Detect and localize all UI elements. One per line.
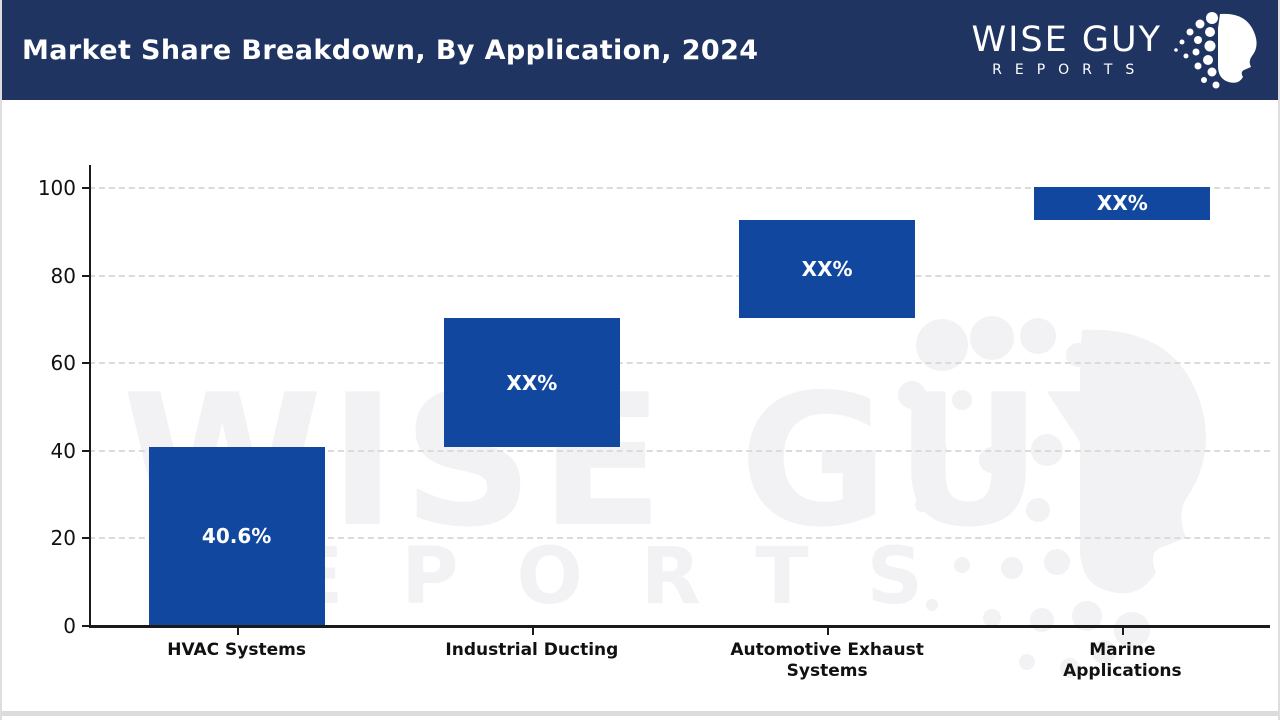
y-tick-80	[82, 274, 89, 277]
y-tick-0	[82, 625, 89, 627]
gridline-y20	[89, 537, 1270, 540]
y-tick-20	[82, 537, 89, 540]
y-tick-label-0: 0	[63, 614, 76, 638]
y-tick-label-80: 80	[50, 263, 76, 288]
bottom-border-strip	[2, 711, 1278, 716]
chart-canvas: WISE GUY REPORTS 0 20 40 60 80 100 40.6% XX% XX%…	[2, 100, 1278, 716]
bar-industrial-ducting: XX%	[443, 318, 620, 448]
x-category-label-1: HVAC Systems	[167, 640, 306, 660]
x-axis-line	[89, 625, 1270, 628]
x-tick-1	[236, 628, 239, 635]
brand-name: WISE GUY	[971, 20, 1162, 60]
gridline-y40	[89, 449, 1270, 452]
bar-value-label: XX%	[1096, 191, 1148, 216]
y-tick-label-20: 20	[50, 526, 76, 551]
dotted-face-logo-icon	[1174, 12, 1257, 89]
page-title: Market Share Breakdown, By Application, …	[22, 34, 759, 66]
y-axis-line	[89, 165, 91, 627]
x-category-label-3: Automotive Exhaust Systems	[730, 640, 924, 682]
gridline-y60	[89, 362, 1270, 365]
x-category-label-4: Marine Applications	[1063, 640, 1182, 682]
y-tick-100	[82, 187, 89, 189]
brand-logo-text: WISE GUY REPORTS	[971, 20, 1162, 78]
bar-value-label: 40.6%	[201, 524, 272, 549]
bar-value-label: XX%	[801, 257, 853, 282]
bar-value-label: XX%	[506, 370, 558, 395]
y-tick-label-100: 100	[37, 176, 76, 200]
y-tick-40	[82, 449, 89, 452]
gridline-y80	[89, 274, 1270, 277]
x-category-label-2: Industrial Ducting	[445, 640, 619, 660]
watermark-dotted-face	[897, 316, 1206, 678]
bar-hvac-systems: 40.6%	[148, 447, 325, 625]
x-tick-3	[827, 628, 830, 635]
bar-automotive-exhaust-systems: XX%	[739, 219, 916, 319]
brand-subname: REPORTS	[992, 62, 1148, 78]
x-tick-4	[1122, 628, 1125, 635]
x-tick-2	[531, 628, 534, 635]
header-band: Market Share Breakdown, By Application, …	[2, 0, 1278, 100]
y-tick-label-60: 60	[50, 351, 76, 376]
y-tick-60	[82, 362, 89, 365]
brand-logo: WISE GUY REPORTS	[971, 8, 1260, 92]
gridline-y100	[89, 187, 1270, 189]
y-tick-label-40: 40	[50, 438, 76, 463]
bar-marine-applications: XX%	[1034, 187, 1211, 220]
